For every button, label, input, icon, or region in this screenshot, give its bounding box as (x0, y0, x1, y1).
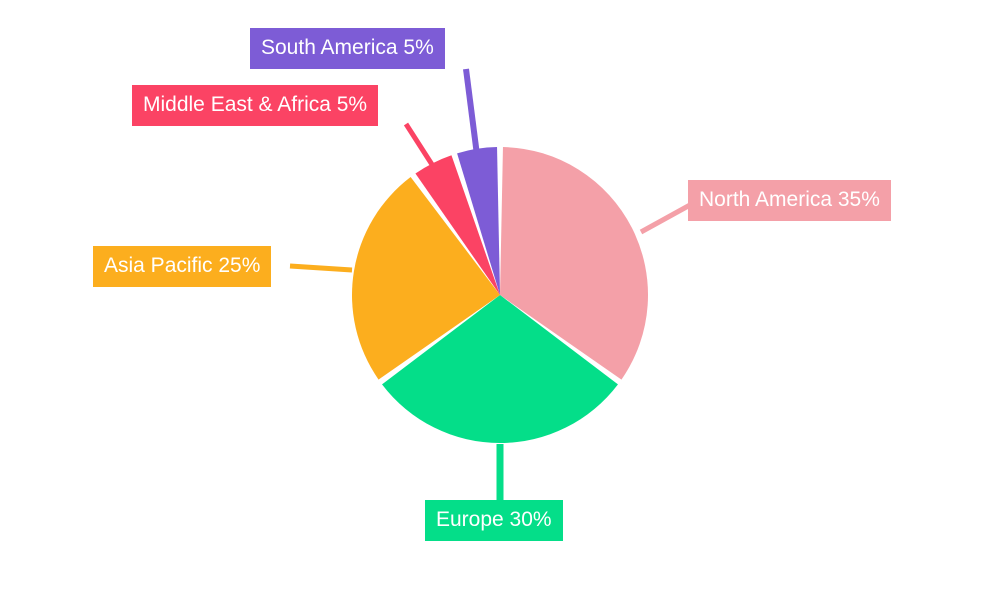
slice-label-text: Asia Pacific 25% (104, 254, 261, 277)
pie-slice-middle-east-africa[interactable] (415, 155, 500, 295)
slice-label-europe[interactable]: Europe 30% (425, 500, 563, 541)
slice-label-text: Europe 30% (436, 508, 552, 531)
leader-line-south-america (463, 68, 480, 156)
slice-label-text: South America 5% (261, 36, 434, 59)
pie-slice-north-america[interactable] (500, 147, 649, 380)
pie-slice-europe[interactable] (382, 295, 618, 443)
slice-label-middle-east-africa[interactable]: Middle East & Africa 5% (132, 85, 379, 126)
slice-label-north-america[interactable]: North America 35% (688, 180, 891, 221)
leader-line-asia-pacific (289, 263, 353, 273)
slice-label-text: Middle East & Africa 5% (143, 93, 368, 116)
slice-label-asia-pacific[interactable]: Asia Pacific 25% (93, 246, 272, 287)
pie-slice-asia-pacific[interactable] (351, 177, 500, 380)
pie-slice-south-america[interactable] (457, 147, 500, 295)
slice-label-text: North America 35% (699, 188, 880, 211)
leader-line-north-america (639, 202, 692, 235)
slice-label-south-america[interactable]: South America 5% (250, 28, 445, 69)
pie-slices (351, 147, 649, 443)
